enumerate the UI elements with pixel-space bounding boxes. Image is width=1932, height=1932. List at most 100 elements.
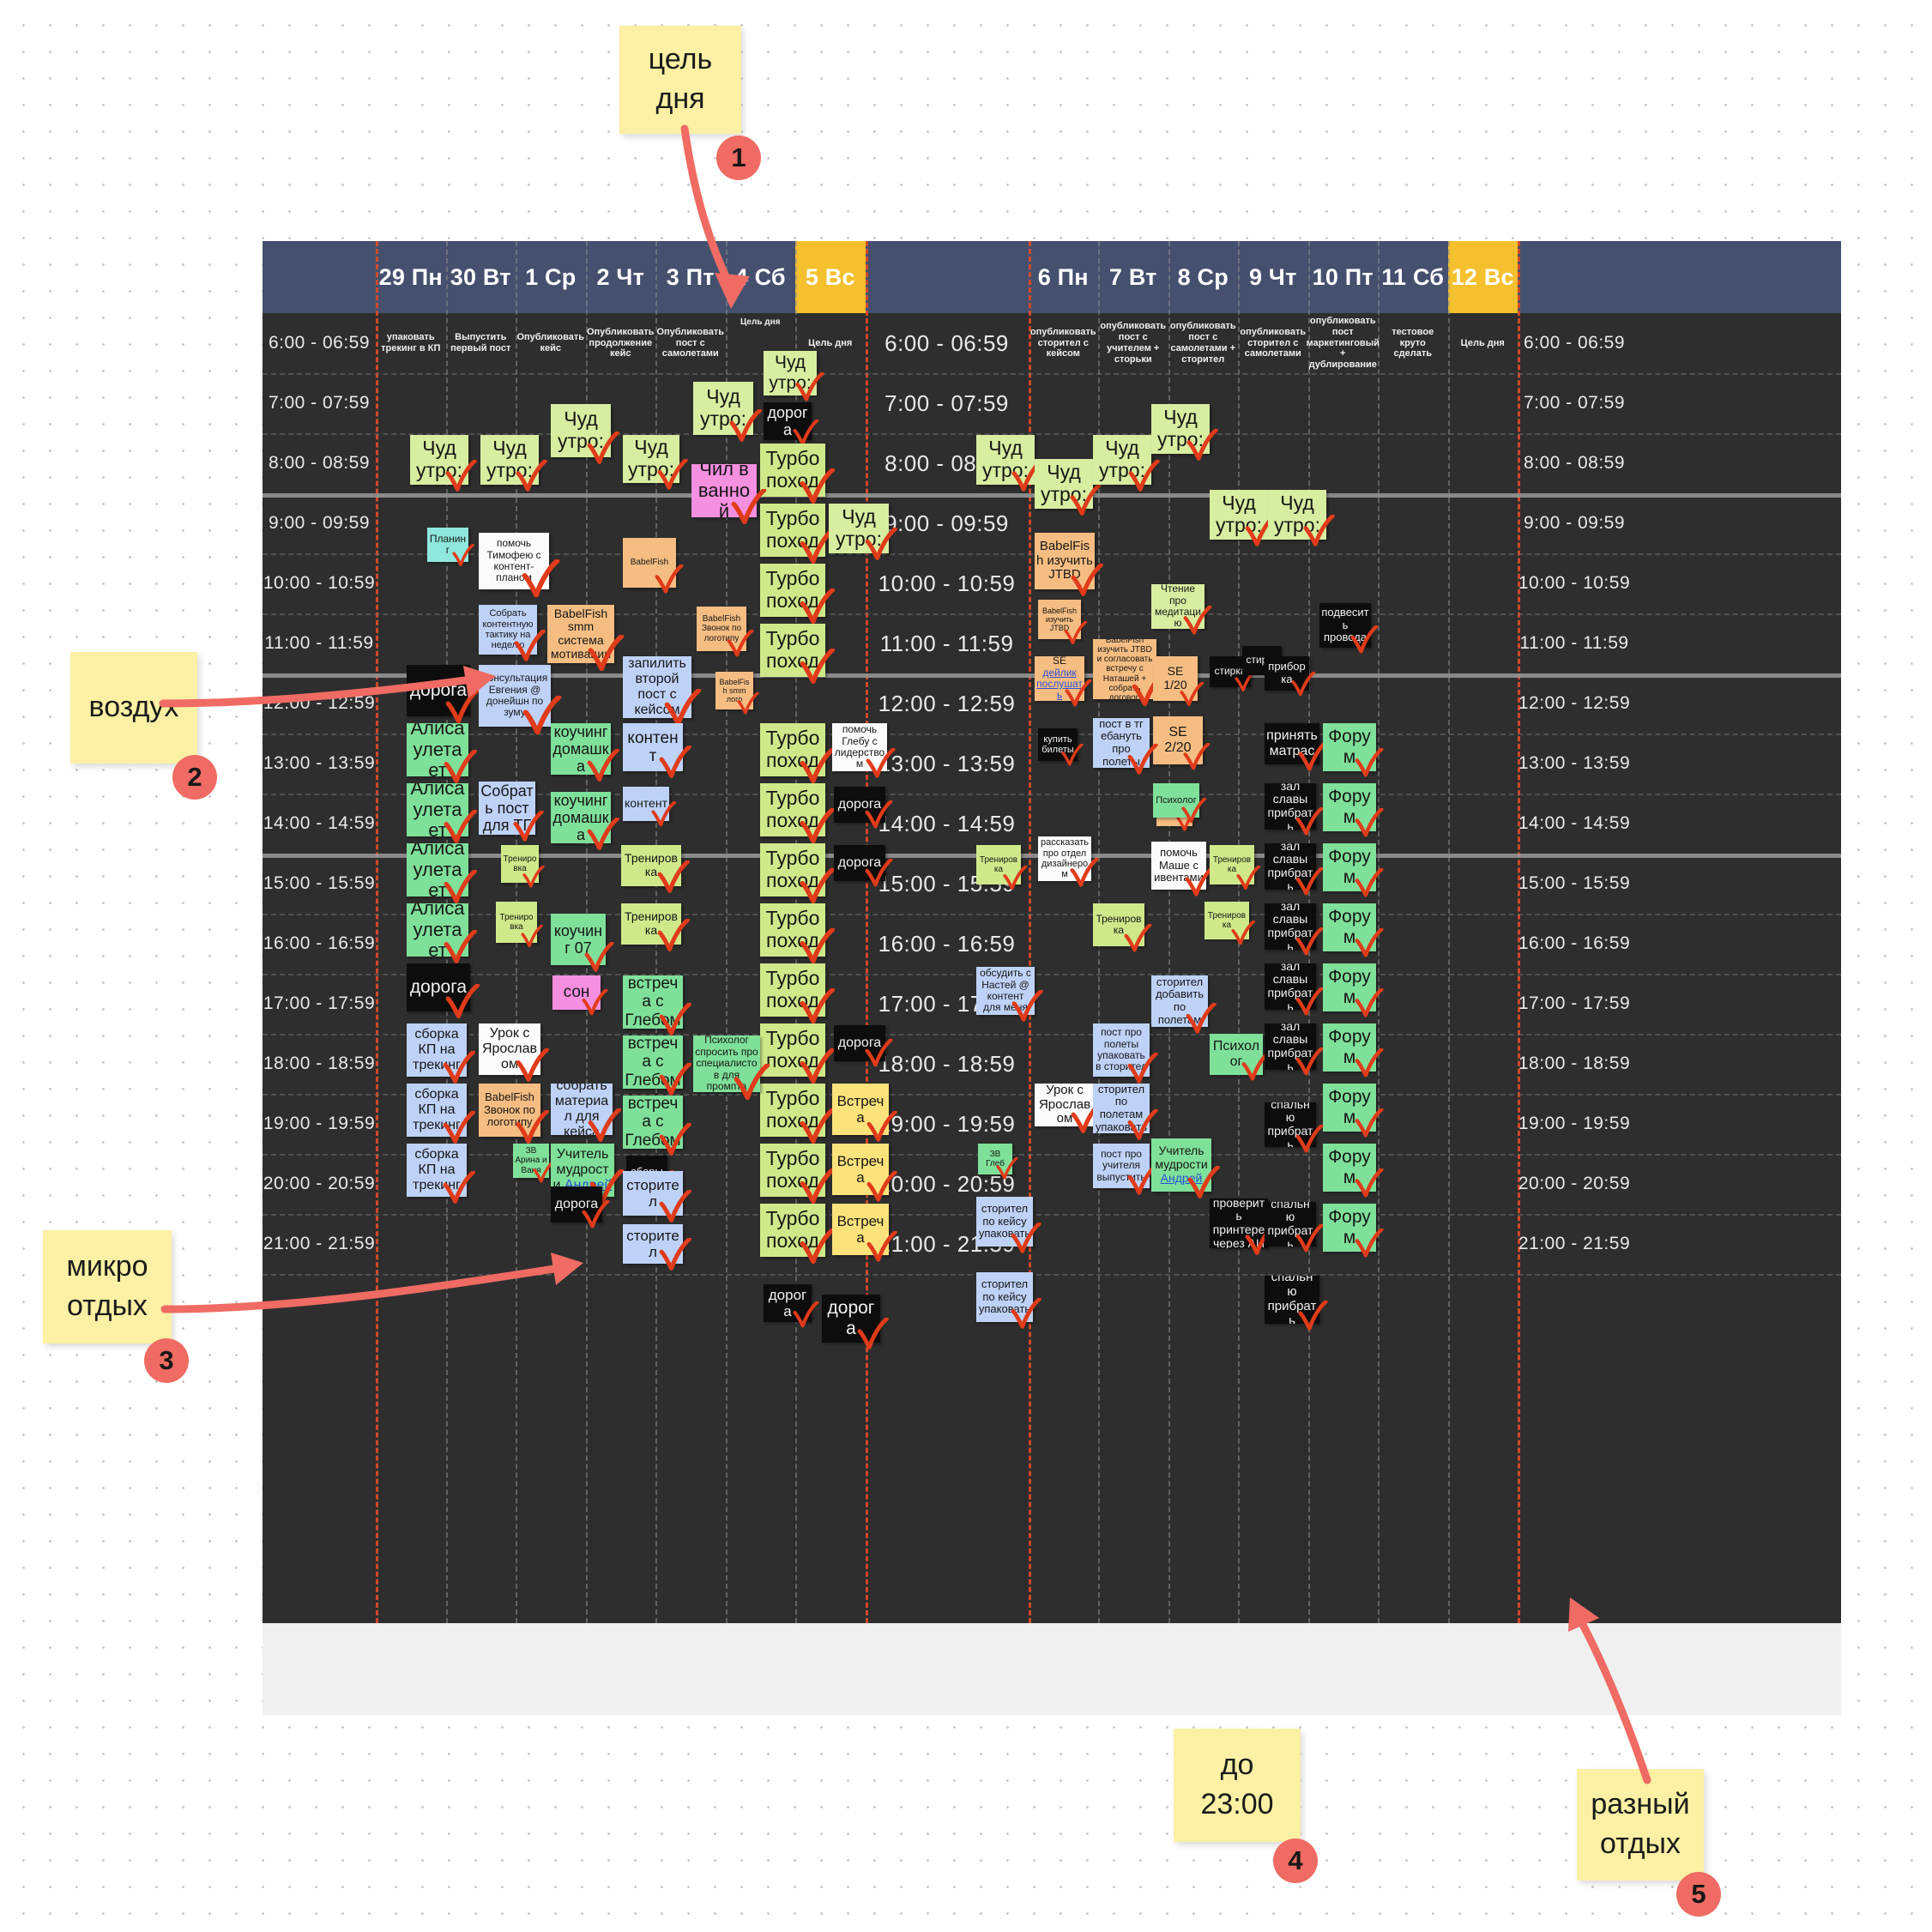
sticky-note[interactable]: проверить принтере через АИ xyxy=(1210,1198,1268,1248)
sticky-note[interactable]: принять матрас xyxy=(1265,723,1319,764)
sticky-note[interactable]: приборка xyxy=(1265,656,1309,691)
sticky-note[interactable]: коучинг 07 xyxy=(551,914,606,965)
sticky-note[interactable]: Турбо поход xyxy=(760,504,825,557)
sticky-note[interactable]: Урок с Ярославом xyxy=(1035,1084,1095,1126)
sticky-note[interactable]: ЗВ Глеб xyxy=(978,1144,1012,1174)
sticky-note[interactable]: дорога xyxy=(551,1186,602,1223)
day-header-29-Пн[interactable]: 29 Пн xyxy=(378,263,443,290)
sticky-note[interactable]: BabelFish изучить JTBD и согласовать вст… xyxy=(1093,639,1156,699)
sticky-note[interactable]: подвесить провода xyxy=(1319,603,1371,648)
sticky-note[interactable]: дорога xyxy=(764,402,812,440)
day-header-11-Сб[interactable]: 11 Сб xyxy=(1381,263,1445,290)
sticky-note[interactable]: сон xyxy=(552,975,601,1010)
sticky-note[interactable]: Турбо поход xyxy=(760,903,825,957)
day-header-8-Ср[interactable]: 8 Ср xyxy=(1177,263,1229,290)
sticky-note[interactable]: коучинг домашка xyxy=(551,723,611,775)
sticky-note[interactable]: Турбо поход xyxy=(760,963,825,1017)
sticky-note[interactable]: Алиса улетает xyxy=(407,723,468,776)
sticky-note[interactable]: Чуд утро: xyxy=(410,435,468,485)
sticky-note[interactable]: Тренировка xyxy=(621,845,681,886)
sticky-note[interactable]: Турбо поход xyxy=(760,783,825,836)
sticky-note[interactable]: Тренировка xyxy=(1093,903,1144,946)
sticky-note[interactable]: Форум xyxy=(1323,903,1376,951)
sticky-note[interactable]: пост в тг ебануть про полеты xyxy=(1093,718,1150,768)
sticky-note[interactable]: SE 1/20 xyxy=(1153,656,1198,701)
sticky-note[interactable]: пост про учителя выпустить xyxy=(1093,1144,1150,1188)
sticky-note[interactable]: Форум xyxy=(1323,1204,1376,1252)
sticky-note[interactable]: Тренировка xyxy=(1210,845,1254,884)
sticky-note[interactable]: контент xyxy=(623,723,683,771)
day-header-2-Чт[interactable]: 2 Чт xyxy=(596,263,644,290)
sticky-note[interactable]: помочь Глебу с лидерством xyxy=(832,723,887,771)
sticky-note[interactable]: сторител добавить по полетам xyxy=(1151,975,1208,1027)
schedule-board[interactable]: 29 Пн 30 Вт 1 Ср 2 Чт 3 Пт 4 Сб 5 Вс 6 Пн 7 Вт 8 … xyxy=(263,241,1841,1715)
sticky-note[interactable]: Консультация Евгения @ донейшн по зуму xyxy=(479,665,551,727)
sticky-note[interactable]: Турбо поход xyxy=(760,843,825,897)
sticky-note[interactable]: Чуд утро: xyxy=(551,404,611,457)
sticky-note[interactable]: Алиса улетает xyxy=(407,903,468,957)
sticky-note[interactable]: Встреча xyxy=(832,1084,889,1135)
sticky-note[interactable]: запилить второй пост с кейсом xyxy=(623,656,691,718)
sticky-note[interactable]: Форум xyxy=(1323,1144,1376,1192)
sticky-note[interactable]: ЗВ Арина и Ваня xyxy=(513,1144,549,1178)
note-link[interactable]: дейлик послушать xyxy=(1036,666,1083,701)
sticky-note[interactable]: дорога xyxy=(407,963,470,1011)
sticky-note[interactable]: помочь Маше с ивентами xyxy=(1151,842,1206,890)
day-header-3-Пт[interactable]: 3 Пт xyxy=(666,263,715,290)
sticky-note[interactable]: коучинг домашка xyxy=(551,792,611,843)
sticky-note[interactable]: Турбо поход xyxy=(760,723,825,776)
sticky-note[interactable]: сторител по полетам упаковать xyxy=(1093,1084,1150,1133)
sticky-note[interactable]: Турбо поход xyxy=(760,1204,825,1257)
sticky-note[interactable]: дорога xyxy=(834,787,885,823)
day-header-4-Сб[interactable]: 4 Сб xyxy=(734,263,786,290)
sticky-note[interactable]: Встреча xyxy=(832,1144,889,1195)
sticky-note[interactable]: купить билеты xyxy=(1038,728,1078,761)
sticky-note[interactable]: зал славы прибрать xyxy=(1265,843,1316,890)
sticky-note[interactable]: встреча с Глебом xyxy=(623,975,683,1029)
sticky-note[interactable]: Тренировка xyxy=(976,845,1021,884)
sticky-note[interactable]: зал славы прибрать xyxy=(1265,963,1316,1010)
sticky-note[interactable]: контент xyxy=(623,787,669,821)
sticky-note[interactable]: Алиса улетает xyxy=(407,783,468,836)
sticky-note[interactable]: Психолог спросить про специалистов для п… xyxy=(693,1035,760,1092)
sticky-note[interactable]: Тренировка xyxy=(621,903,681,945)
sticky-note[interactable]: Собрать контентную тактику на неделю xyxy=(479,605,537,655)
sticky-note[interactable]: собрать материал для кейса xyxy=(551,1084,613,1135)
sticky-note[interactable]: BabelFish изучить JTBD xyxy=(1035,533,1095,589)
sticky-note[interactable]: Турбо поход xyxy=(760,444,825,497)
sticky-note[interactable]: встреча с Глебом xyxy=(623,1035,683,1089)
footer-sticky-note[interactable]: спальню прибрать xyxy=(1265,1276,1319,1324)
sticky-note[interactable]: сторител xyxy=(623,1171,683,1216)
sticky-note[interactable]: Чтение про медитацию xyxy=(1151,584,1204,629)
sticky-note[interactable]: Алиса улетает xyxy=(407,843,468,897)
sticky-note[interactable]: дорога xyxy=(407,665,470,716)
sticky-note[interactable]: Форум xyxy=(1323,843,1376,891)
day-header-6-Пн[interactable]: 6 Пн xyxy=(1037,263,1089,290)
sticky-note[interactable]: зал славы прибрать xyxy=(1265,1023,1316,1070)
sticky-note[interactable]: BabelFish изучить JTBD xyxy=(1038,600,1081,639)
sticky-note[interactable]: Тренировка xyxy=(1204,902,1249,939)
sticky-note[interactable]: Психолог xyxy=(1210,1034,1263,1075)
sticky-note[interactable]: помочь Тимофею с контент-планом xyxy=(479,533,549,589)
sticky-note[interactable]: Форум xyxy=(1323,1023,1376,1072)
sticky-note[interactable]: Турбо поход xyxy=(760,1144,825,1197)
sticky-note[interactable]: Турбо поход xyxy=(760,564,825,617)
sticky-note[interactable]: SE дейлик послушать xyxy=(1035,656,1084,701)
sticky-note[interactable]: Турбо поход xyxy=(760,1023,825,1077)
day-header-7-Вт[interactable]: 7 Вт xyxy=(1108,263,1157,290)
sticky-note[interactable]: рассказать про отдел дизайнером xyxy=(1038,836,1091,881)
sticky-note[interactable]: BabelFish xyxy=(623,538,676,588)
note-link[interactable]: Андрей xyxy=(1160,1170,1203,1185)
sticky-note[interactable]: зал славы прибрать xyxy=(1265,903,1316,950)
sticky-note[interactable]: Чуд утро: xyxy=(1268,490,1326,540)
sticky-note[interactable]: сборка КП на трекинг xyxy=(407,1084,467,1137)
sticky-note[interactable]: спальню прибрать xyxy=(1265,1202,1316,1247)
sticky-note[interactable]: Психолог xyxy=(1153,783,1199,818)
sticky-note[interactable]: Чуд утро: xyxy=(1151,404,1210,454)
sticky-note[interactable]: Чуд утро: xyxy=(623,435,679,483)
sticky-note[interactable]: Чил в ванной xyxy=(691,464,757,517)
day-header-12-Вс[interactable]: 12 Вс xyxy=(1447,241,1518,313)
sticky-note[interactable]: Форум xyxy=(1323,723,1376,771)
sticky-note[interactable]: BabelFish smm лого xyxy=(715,672,753,709)
sticky-note[interactable]: Чуд утро: xyxy=(829,504,889,553)
